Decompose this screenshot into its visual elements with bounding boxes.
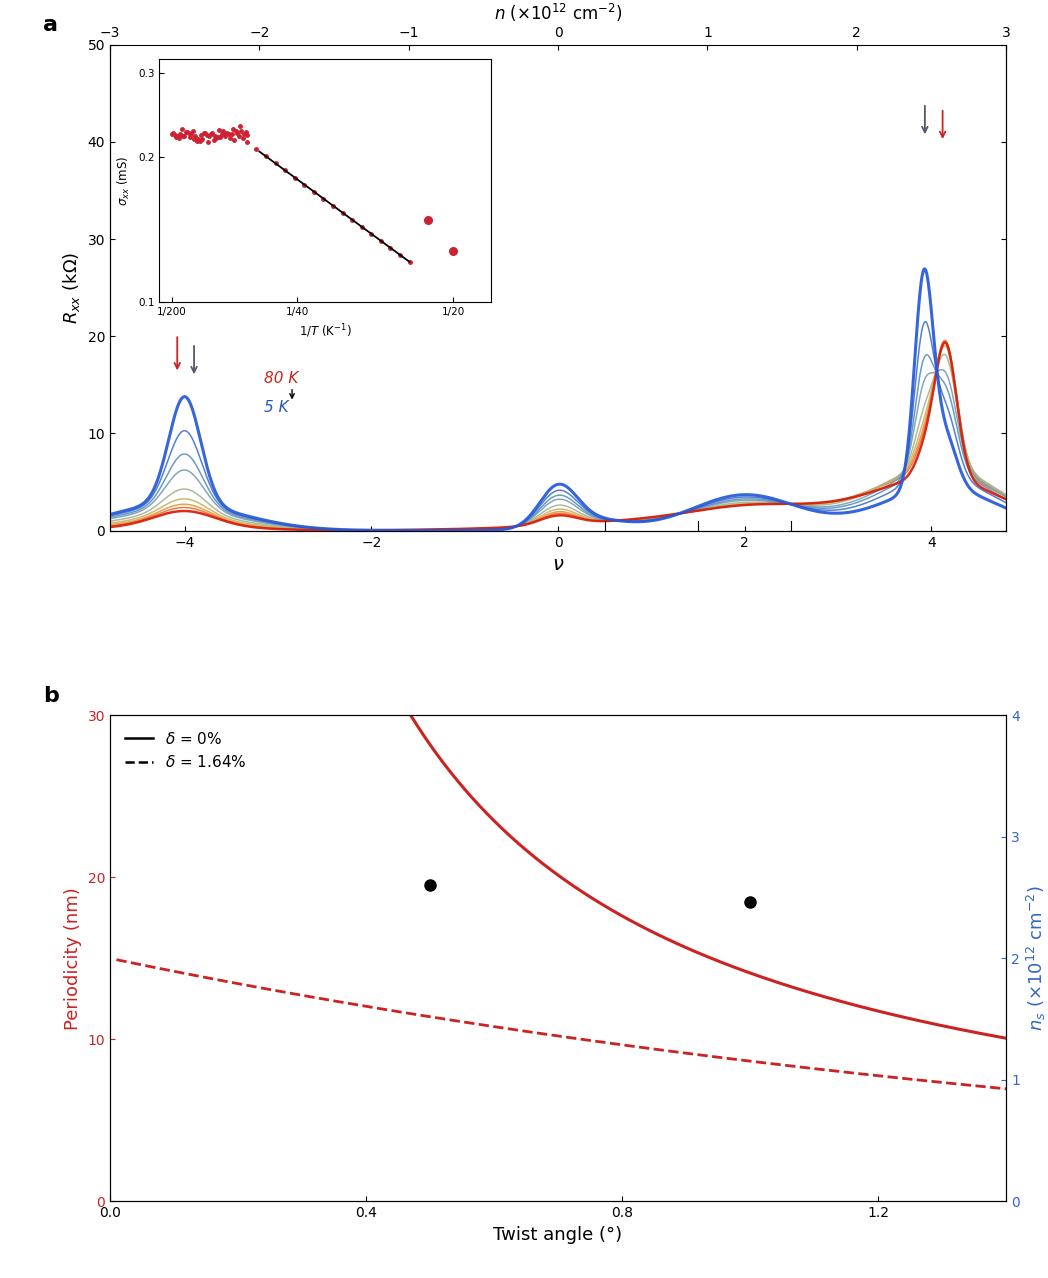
Legend: $\delta$ = 0%, $\delta$ = 1.64%: $\delta$ = 0%, $\delta$ = 1.64% — [117, 723, 255, 778]
X-axis label: $n$ ($\times$10$^{12}$ cm$^{-2}$): $n$ ($\times$10$^{12}$ cm$^{-2}$) — [494, 3, 623, 24]
Y-axis label: $R_{xx}$ (k$\Omega$): $R_{xx}$ (k$\Omega$) — [61, 252, 82, 323]
Text: a: a — [43, 15, 58, 35]
X-axis label: $\nu$: $\nu$ — [552, 555, 564, 574]
Y-axis label: $n_s$ ($\times$10$^{12}$ cm$^{-2}$): $n_s$ ($\times$10$^{12}$ cm$^{-2}$) — [1025, 886, 1048, 1031]
Y-axis label: Periodicity (nm): Periodicity (nm) — [64, 887, 82, 1030]
Text: 80 K: 80 K — [264, 371, 299, 386]
Text: b: b — [43, 685, 59, 705]
X-axis label: Twist angle (°): Twist angle (°) — [494, 1226, 623, 1243]
Text: 5 K: 5 K — [264, 400, 288, 415]
